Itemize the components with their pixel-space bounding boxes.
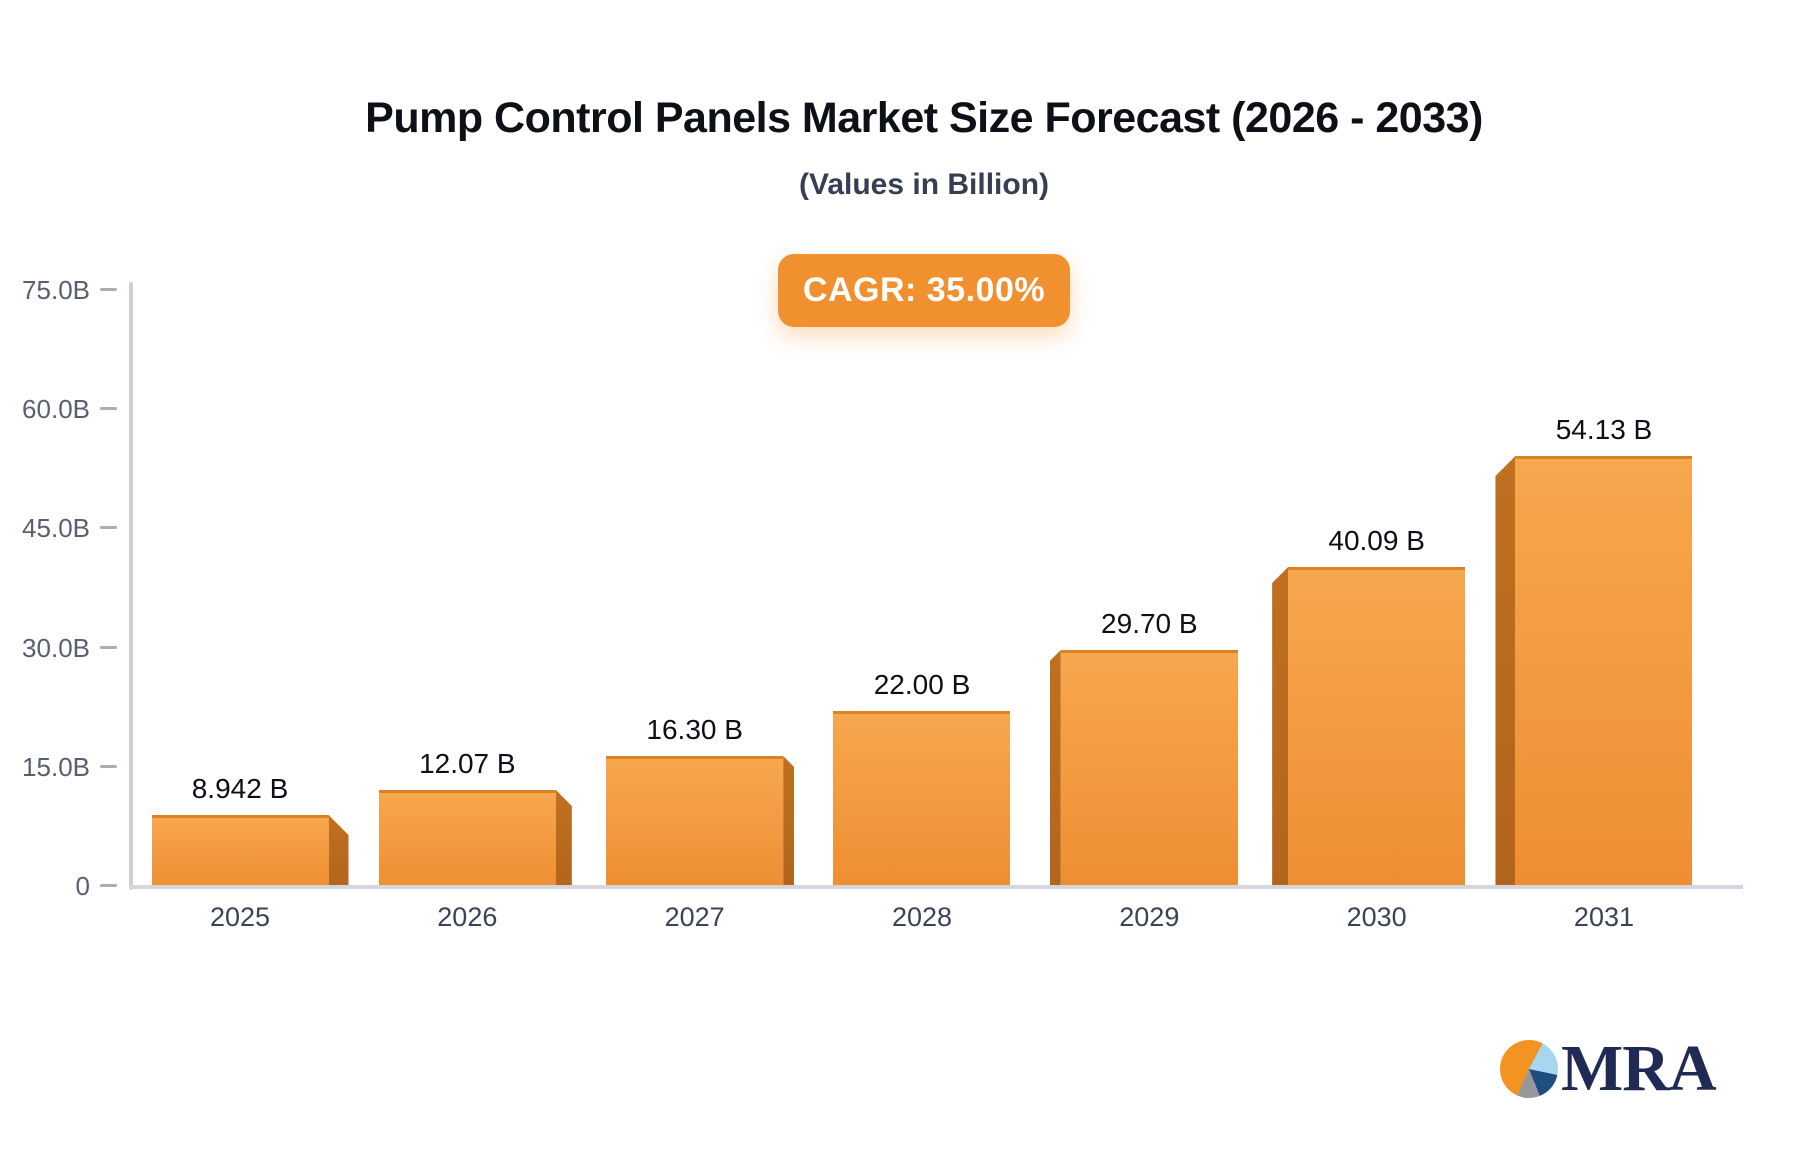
- x-axis-label: 2029: [1119, 902, 1180, 932]
- y-axis-tick: [100, 288, 117, 291]
- bar-2029: [1060, 650, 1238, 887]
- y-axis-label: 75.0B: [22, 275, 90, 305]
- x-axis-baseline: [129, 885, 1743, 889]
- bar-side-3d: [1495, 456, 1516, 887]
- bar-side-3d: [1272, 567, 1289, 887]
- bar-side-3d: [555, 790, 572, 887]
- bar-side-3d: [783, 756, 795, 887]
- y-axis-label: 0: [75, 871, 90, 901]
- bar-side-3d: [328, 815, 349, 887]
- y-axis-tick: [100, 884, 117, 887]
- x-axis-label: 2025: [209, 902, 271, 932]
- bar-2030: [1288, 567, 1466, 887]
- x-axis-label: 2031: [1573, 902, 1634, 932]
- cagr-badge: CAGR: 35.00%: [778, 254, 1070, 327]
- bar-2025: [151, 815, 329, 887]
- y-axis-label: 15.0B: [22, 751, 90, 782]
- bar-value-label: 16.30 B: [646, 714, 743, 745]
- bar-value-label: 54.13 B: [1555, 414, 1653, 445]
- mra-logo: MRA: [1500, 1032, 1717, 1105]
- pie-chart-logo-icon: [1500, 1040, 1558, 1098]
- bar-value-label: 29.70 B: [1101, 608, 1198, 639]
- y-axis-tick: [100, 407, 117, 411]
- y-axis-label: 45.0B: [22, 513, 90, 544]
- bar-side-3d: [1049, 650, 1061, 887]
- y-axis-label: 30.0B: [22, 632, 90, 663]
- x-axis-label: 2027: [664, 902, 725, 932]
- x-axis-label: 2028: [891, 902, 953, 932]
- x-axis-label: 2026: [437, 902, 498, 932]
- y-axis-tick: [100, 645, 117, 649]
- y-axis-tick: [100, 764, 117, 768]
- chart-subtitle: (Values in Billion): [798, 168, 1050, 201]
- bar-2031: [1515, 456, 1693, 887]
- bar-2028: [833, 711, 1011, 887]
- bar-2026: [378, 790, 556, 887]
- bar-value-label: 12.07 B: [419, 748, 516, 779]
- logo-text: MRA: [1561, 1032, 1717, 1105]
- cagr-badge-label: CAGR: 35.00%: [802, 271, 1046, 309]
- page-title: Pump Control Panels Market Size Forecast…: [365, 94, 1483, 142]
- x-axis-label: 2030: [1346, 902, 1407, 932]
- bar-2027: [606, 756, 784, 887]
- bar-value-label: 8.942 B: [191, 773, 289, 804]
- y-axis-label: 60.0B: [22, 394, 90, 425]
- y-axis-tick: [100, 526, 117, 530]
- bar-value-label: 22.00 B: [873, 669, 971, 700]
- bar-value-label: 40.09 B: [1328, 525, 1425, 556]
- y-axis-line: [129, 282, 133, 890]
